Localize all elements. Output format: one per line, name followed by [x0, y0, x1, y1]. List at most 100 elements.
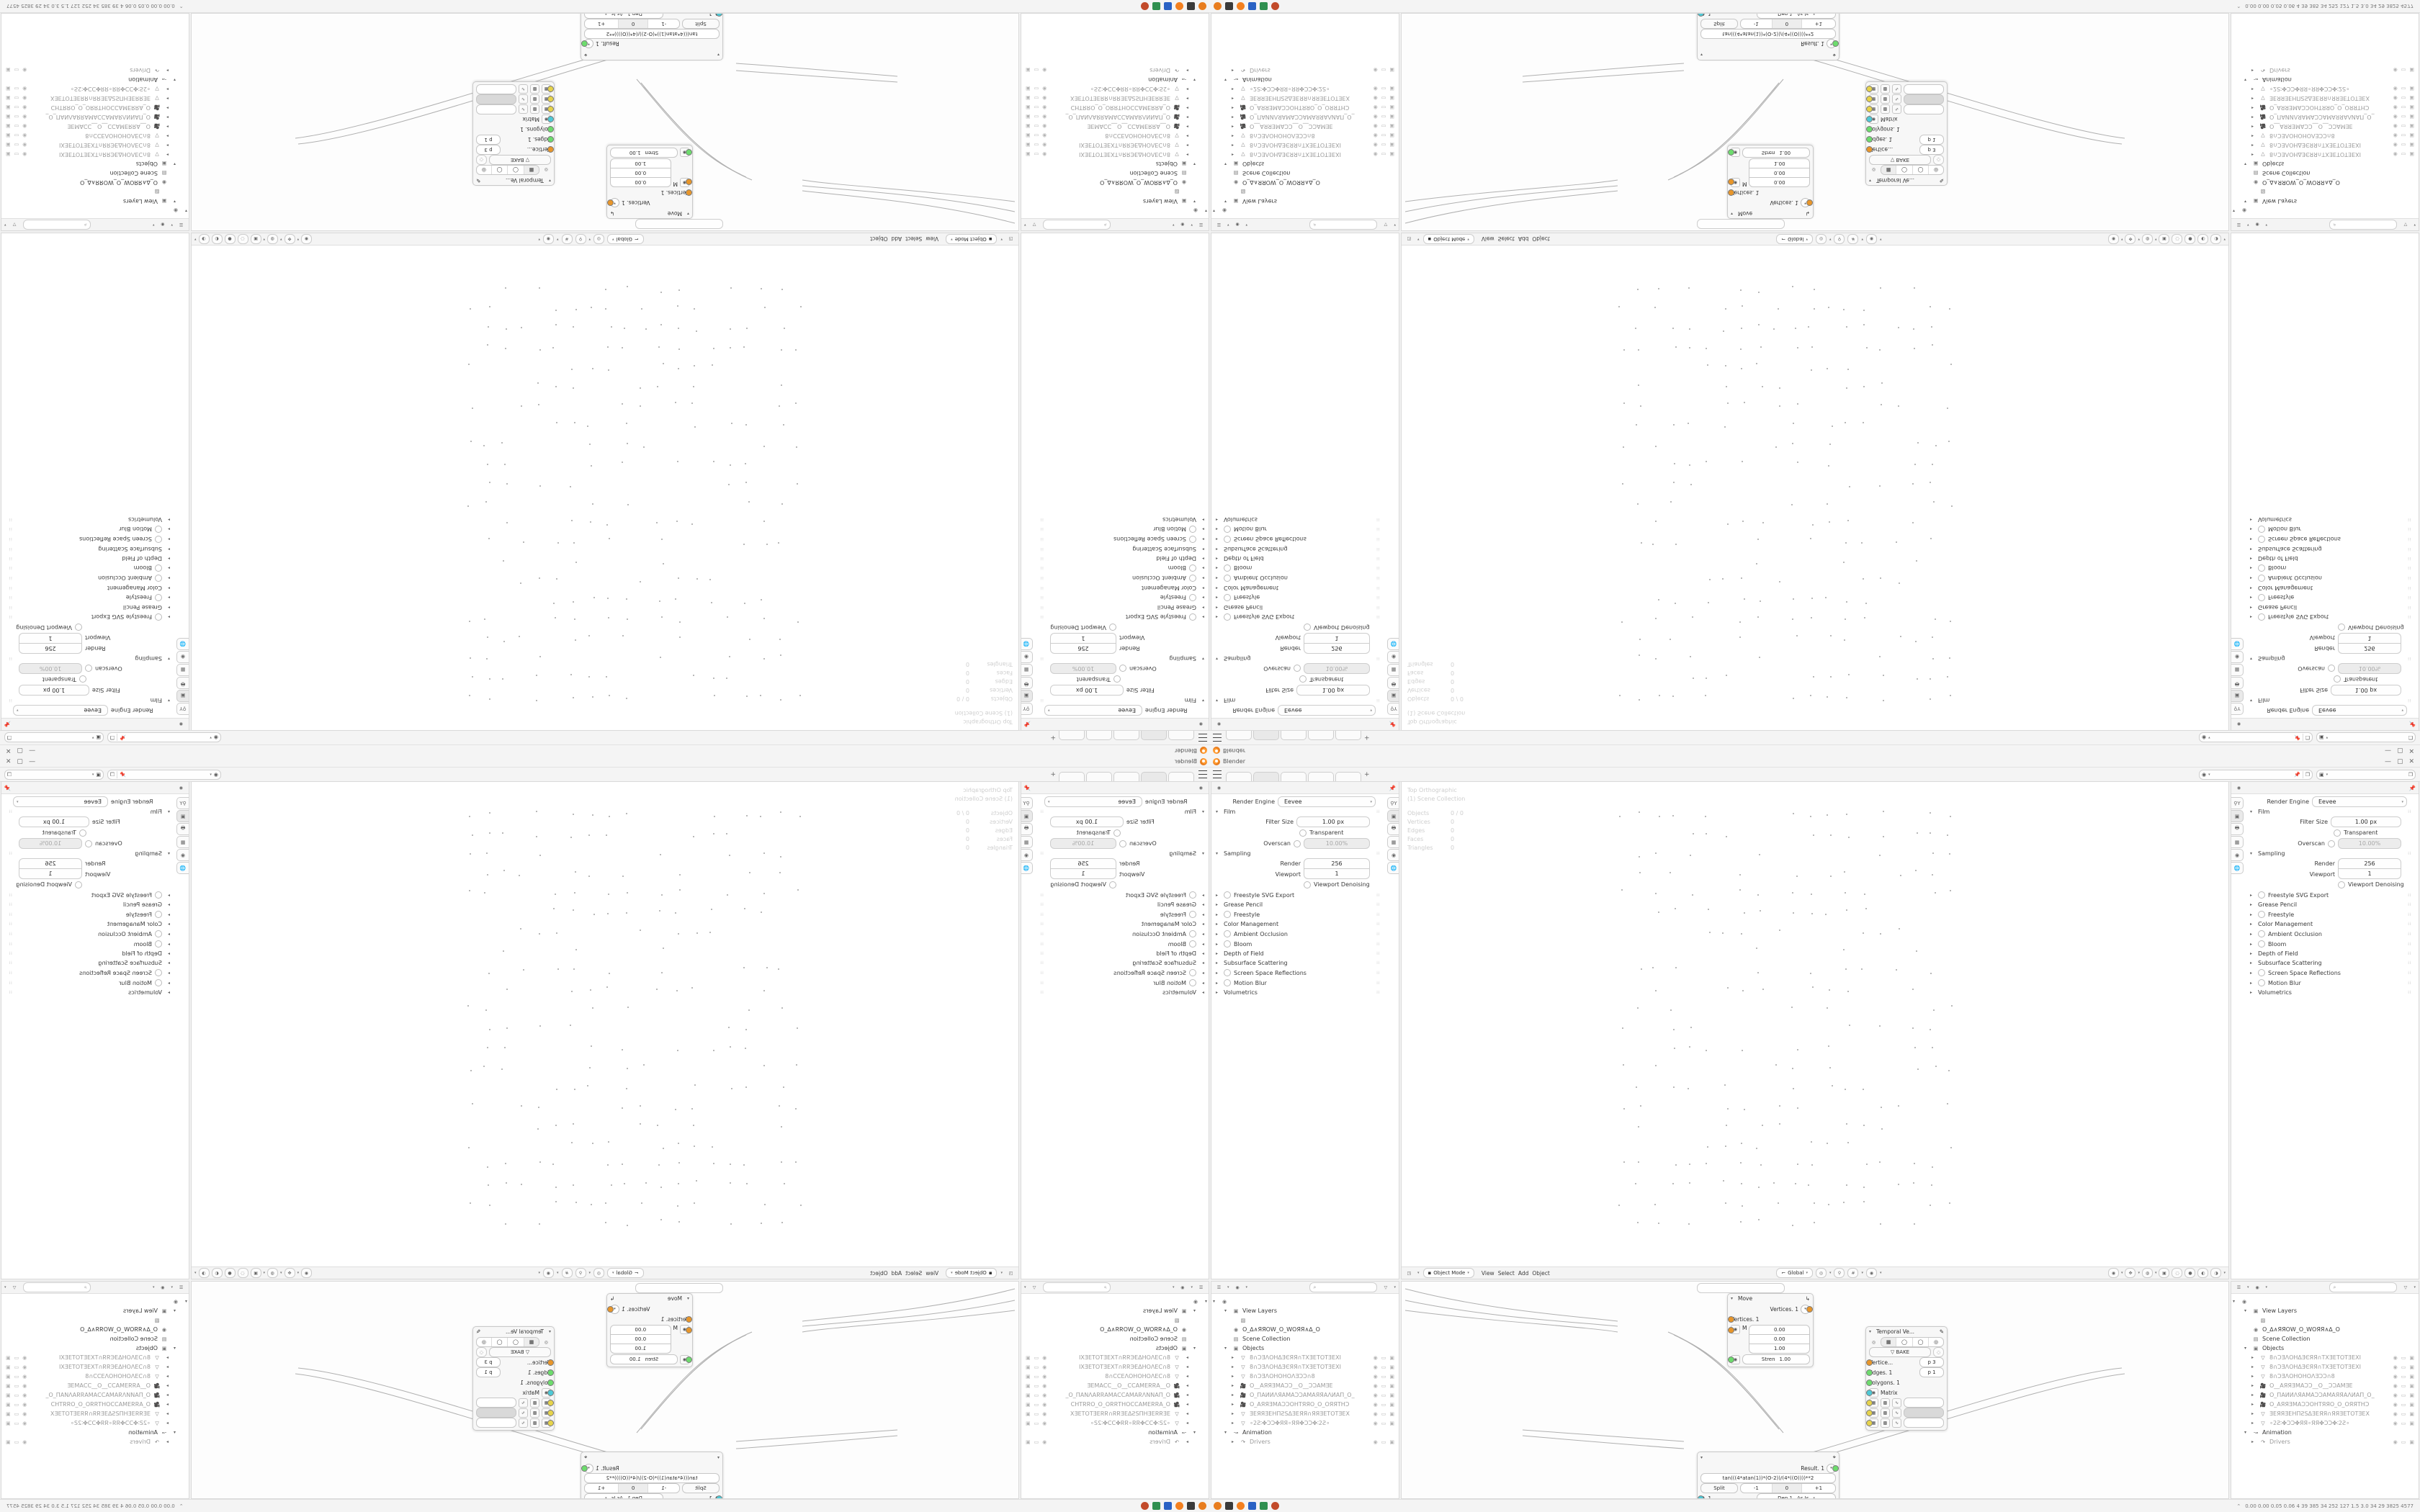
- outliner-row[interactable]: ▾ ▣ Objects: [3, 159, 187, 168]
- screen-icon[interactable]: ▭: [1381, 114, 1386, 120]
- chevron-down-icon[interactable]: ▾: [1731, 1296, 1734, 1301]
- overscan-checkbox[interactable]: [1119, 665, 1126, 672]
- camera-render-icon[interactable]: ▣: [6, 1392, 11, 1398]
- camera-render-icon[interactable]: ▣: [1026, 1401, 1031, 1408]
- screen-icon[interactable]: ▭: [14, 1364, 19, 1370]
- transparent-checkbox[interactable]: [2334, 675, 2341, 683]
- section-toggle[interactable]: [1189, 526, 1196, 533]
- firefox-icon[interactable]: [1175, 2, 1183, 10]
- screen-icon[interactable]: ▭: [14, 1439, 19, 1445]
- outliner-root-row[interactable]: ▾ ◉: [3, 206, 187, 215]
- extra-field-1[interactable]: [476, 1408, 516, 1418]
- collapsed-section-0[interactable]: ▸ Freestyle SVG Export ⁞⁞: [1211, 612, 1384, 622]
- pin-icon[interactable]: 📌: [2294, 771, 2300, 778]
- new-viewlayer-icon[interactable]: ❐: [2408, 771, 2413, 778]
- output-socket-result[interactable]: [581, 1464, 588, 1472]
- expand-icon[interactable]: ▸: [2251, 143, 2254, 148]
- overscan-field[interactable]: 10.00%: [1304, 838, 1370, 849]
- screen-icon[interactable]: ▭: [2401, 86, 2406, 92]
- screen-icon[interactable]: ▭: [14, 114, 19, 120]
- outliner-row[interactable]: ◉ O_∆∧ЯЯOW_O_WOЯЯ∧∆_O: [3, 178, 187, 187]
- collapsed-section-2[interactable]: ▸ Freestyle ⁞⁞: [1036, 909, 1209, 919]
- chevron-down-icon[interactable]: ▾: [1204, 208, 1207, 213]
- display-mode-icon[interactable]: ◉: [2255, 1284, 2259, 1290]
- outliner-row[interactable]: ◉ O_∆∧ЯЯOW_O_WOЯЯ∧∆_O: [2233, 1325, 2417, 1334]
- outliner-row[interactable]: ▾ ▣ Objects: [1213, 1344, 1397, 1353]
- expand-icon[interactable]: ▸: [166, 1364, 169, 1369]
- expand-icon[interactable]: ▸: [1232, 1374, 1234, 1379]
- expand-icon[interactable]: ▾: [1193, 161, 1196, 166]
- output-socket-result[interactable]: [1832, 1464, 1839, 1472]
- filter-size-field[interactable]: 1.00 px: [2331, 685, 2401, 696]
- properties-editor-type-icon[interactable]: ◉: [1216, 785, 1222, 791]
- eye-icon[interactable]: ◉: [1373, 151, 1378, 158]
- outliner-row[interactable]: ▾ ↝ Animation: [1213, 75, 1397, 84]
- node-header[interactable]: ▾ Temporal Ve... ✎: [1866, 176, 1947, 185]
- node-header[interactable]: ▾ Move ↳: [1728, 209, 1813, 218]
- properties-tab-output[interactable]: 🖶: [2231, 677, 2244, 689]
- workspace-tab-3[interactable]: [1281, 771, 1307, 782]
- shading-wireframe-icon[interactable]: ◌: [2172, 234, 2183, 244]
- hamburger-icon[interactable]: [1213, 734, 1222, 742]
- node-move-top[interactable]: ▾ Move ↳ Vertices. 1 ▾ Vertices. 1 ◉ M 0.00 0.00 1…: [1727, 145, 1814, 219]
- camera-render-icon[interactable]: ▣: [2409, 67, 2414, 73]
- screen-icon[interactable]: ▭: [1381, 132, 1386, 139]
- collapsed-section-4[interactable]: ▸ Ambient Occlusion ⁞⁞: [1036, 573, 1209, 583]
- sampling-section-header[interactable]: ▾ Sampling ⁞⁞: [4, 849, 174, 858]
- camera-render-icon[interactable]: ▣: [6, 67, 11, 73]
- expand-icon[interactable]: ▸: [2251, 1355, 2254, 1360]
- section-toggle[interactable]: [1189, 613, 1196, 621]
- transform-orientation-selector[interactable]: ⌐ Global ▾: [1776, 1268, 1813, 1278]
- blender-icon[interactable]: [1198, 2, 1206, 10]
- bake-button[interactable]: ▽ BAKE: [1869, 1347, 1931, 1357]
- outliner-row[interactable]: ▾ ↝ Animation: [2233, 75, 2417, 84]
- outliner-row[interactable]: ▸ 🎥 O_ΑЯЯƎMΑƆƆOHTЯЯO_O_OЯЯTHƆ ◉ ▭ ▣: [1023, 1400, 1207, 1409]
- expand-icon[interactable]: ▸: [166, 68, 169, 73]
- node-formula-node[interactable]: ▾ ⌖ Result. 1 ▾ tan(((4*atan(1))*(O-2))/(4*(…: [1697, 1452, 1839, 1498]
- camera-render-icon[interactable]: ▣: [1389, 1439, 1394, 1445]
- node-formula-node[interactable]: ▾ ⌖ Result. 1 ▾ tan(((4*atan(1))*(O-2))/(4*(…: [581, 1452, 723, 1498]
- screen-icon[interactable]: ▭: [1034, 1401, 1039, 1408]
- outliner-row[interactable]: ▾ ▣ View Layers: [1213, 1306, 1397, 1315]
- screen-icon[interactable]: ▭: [14, 1420, 19, 1426]
- gizmo-icon[interactable]: ✥: [284, 234, 295, 244]
- film-section-header[interactable]: ▾ Film ⁞⁞: [2246, 696, 2416, 705]
- activate-icon[interactable]: ◎: [1871, 1339, 1876, 1345]
- collapsed-section-4[interactable]: ▸ Ambient Occlusion ⁞⁞: [4, 929, 174, 939]
- pivot-point-icon[interactable]: ◎: [1815, 234, 1827, 244]
- expand-icon[interactable]: ▸: [1186, 96, 1188, 101]
- properties-editor-type-icon[interactable]: ◉: [2236, 785, 2241, 791]
- curve-icon[interactable]: ∿: [519, 1398, 528, 1408]
- expand-icon[interactable]: ▸: [166, 124, 169, 129]
- chevron-down-icon[interactable]: ▾: [1213, 208, 1216, 213]
- maximize-button[interactable]: ▢: [2396, 747, 2403, 755]
- camera-render-icon[interactable]: ▣: [6, 142, 11, 148]
- properties-tab-viewlayer[interactable]: ▦: [1387, 664, 1399, 676]
- snap-to-icon[interactable]: #: [561, 234, 573, 244]
- new-viewlayer-icon[interactable]: ❐: [7, 771, 12, 778]
- outliner-editor-type-icon[interactable]: ☰: [2236, 1284, 2241, 1290]
- properties-editor-type-icon[interactable]: ◉: [1198, 721, 1204, 727]
- files-icon[interactable]: [1152, 2, 1160, 10]
- section-toggle[interactable]: [2258, 969, 2265, 976]
- properties-tab-tool[interactable]: ⚲Y: [1021, 797, 1033, 809]
- eye-icon[interactable]: ◉: [1373, 95, 1378, 102]
- screen-icon[interactable]: ▭: [2401, 114, 2406, 120]
- screen-icon[interactable]: ▭: [1381, 1392, 1386, 1398]
- bake-button[interactable]: ▽ BAKE: [489, 1347, 551, 1357]
- viewlayer-selector[interactable]: ▣ ▾ ❐: [2316, 732, 2416, 743]
- collapsed-section-0[interactable]: ▸ Freestyle SVG Export ⁞⁞: [1211, 890, 1384, 900]
- expand-icon[interactable]: ▸: [1232, 1411, 1234, 1416]
- viewport-denoising-checkbox[interactable]: [1304, 624, 1311, 631]
- show-matrix-icon[interactable]: ◎: [481, 1339, 486, 1345]
- screen-icon[interactable]: ▭: [2401, 123, 2406, 130]
- shading-material-icon[interactable]: ◐: [2197, 1268, 2209, 1278]
- properties-tab-viewlayer[interactable]: ▦: [1021, 836, 1033, 848]
- camera-render-icon[interactable]: ▣: [6, 1382, 11, 1389]
- sampling-render-field[interactable]: 256: [1050, 858, 1116, 869]
- viewport-canvas[interactable]: Top Orthographic (1) Scene Collection Ob…: [1402, 782, 2228, 1266]
- properties-tab-render[interactable]: ▣: [1387, 690, 1399, 702]
- properties-tab-viewlayer[interactable]: ▦: [176, 664, 189, 676]
- camera-render-icon[interactable]: ▣: [1389, 123, 1394, 130]
- input-socket-extra-2[interactable]: [547, 86, 554, 93]
